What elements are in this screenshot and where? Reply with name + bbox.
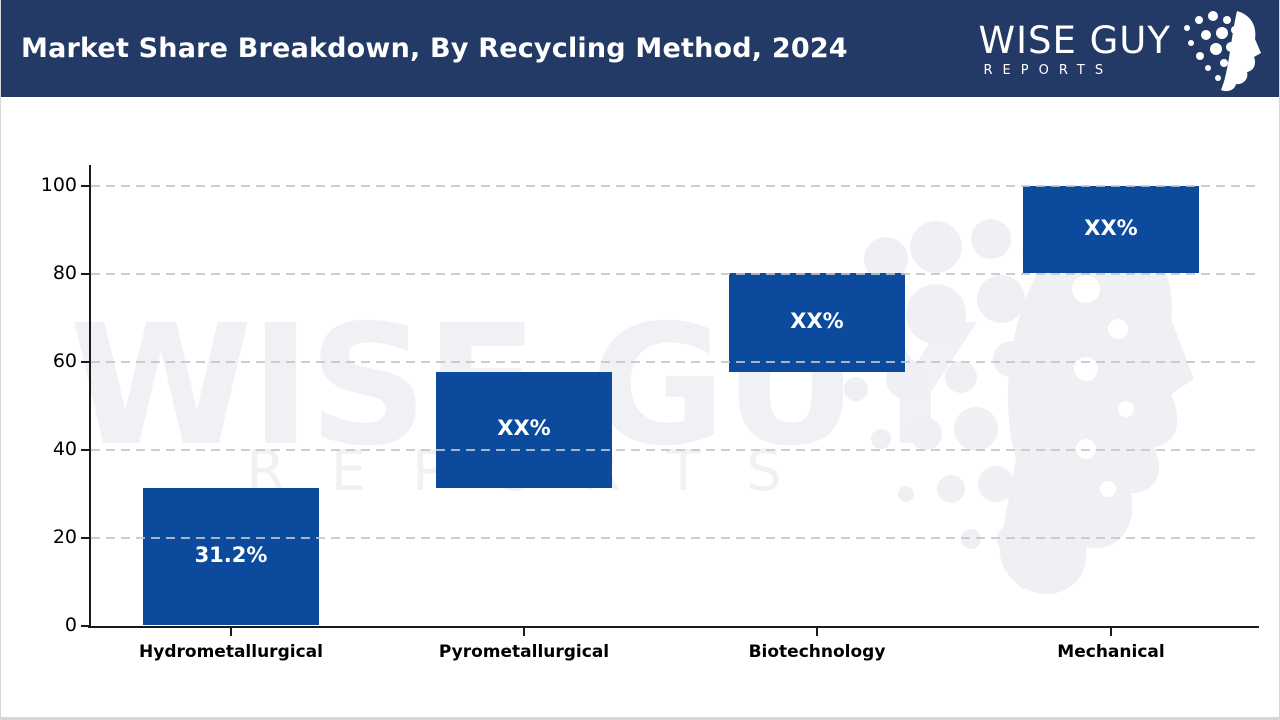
plot: 0 20 40 60 80 100 31.2% Hydrometallurgical XX% Py… — [1, 97, 1279, 717]
y-tick-label: 100 — [40, 174, 77, 197]
x-tick-label: Hydrometallurgical — [139, 641, 323, 662]
bar — [729, 273, 905, 372]
y-tick-mark — [81, 273, 89, 276]
chart-area: WISE GUY R E P O R T S 02040608010031.2%… — [1, 97, 1279, 717]
x-tick-mark — [1110, 627, 1112, 636]
bar — [143, 488, 319, 626]
bar-value-label: XX% — [497, 416, 551, 441]
page-title: Market Share Breakdown, By Recycling Met… — [21, 33, 848, 64]
gridline — [91, 448, 1259, 451]
gridline — [91, 536, 1259, 539]
gridline — [91, 273, 1259, 276]
x-tick-label: Biotechnology — [748, 641, 886, 662]
logo-subtitle: REPORTS — [983, 62, 1114, 78]
y-tick-mark — [81, 185, 89, 188]
gridline — [91, 185, 1259, 188]
logo-wordmark: WISE GUY — [978, 19, 1171, 63]
x-tick-mark — [523, 627, 525, 636]
x-axis — [88, 625, 1259, 628]
brand-logo: WISE GUY REPORTS — [979, 8, 1261, 92]
y-tick-label: 60 — [52, 349, 77, 372]
y-tick-mark — [81, 624, 89, 627]
logo-text: WISE GUY REPORTS — [978, 19, 1171, 78]
bar — [436, 372, 612, 489]
gridline — [91, 360, 1259, 363]
x-tick-label: Mechanical — [1057, 641, 1165, 662]
x-tick-label: Pyrometallurgical — [438, 641, 610, 662]
y-tick-label: 0 — [64, 613, 77, 636]
bar-value-label: XX% — [1084, 215, 1138, 240]
y-tick-mark — [81, 448, 89, 451]
y-tick-label: 40 — [52, 437, 77, 460]
bar-value-label: XX% — [790, 308, 844, 333]
header: Market Share Breakdown, By Recycling Met… — [1, 0, 1279, 97]
y-tick-mark — [81, 360, 89, 363]
bar-value-label: 31.2% — [194, 542, 268, 567]
y-axis — [89, 165, 91, 628]
y-tick-label: 20 — [52, 525, 77, 548]
x-tick-mark — [816, 627, 818, 636]
logo-head-icon — [1184, 11, 1261, 92]
x-tick-mark — [230, 627, 232, 636]
y-tick-mark — [81, 536, 89, 539]
bar — [1023, 186, 1199, 274]
y-tick-label: 80 — [52, 262, 77, 285]
